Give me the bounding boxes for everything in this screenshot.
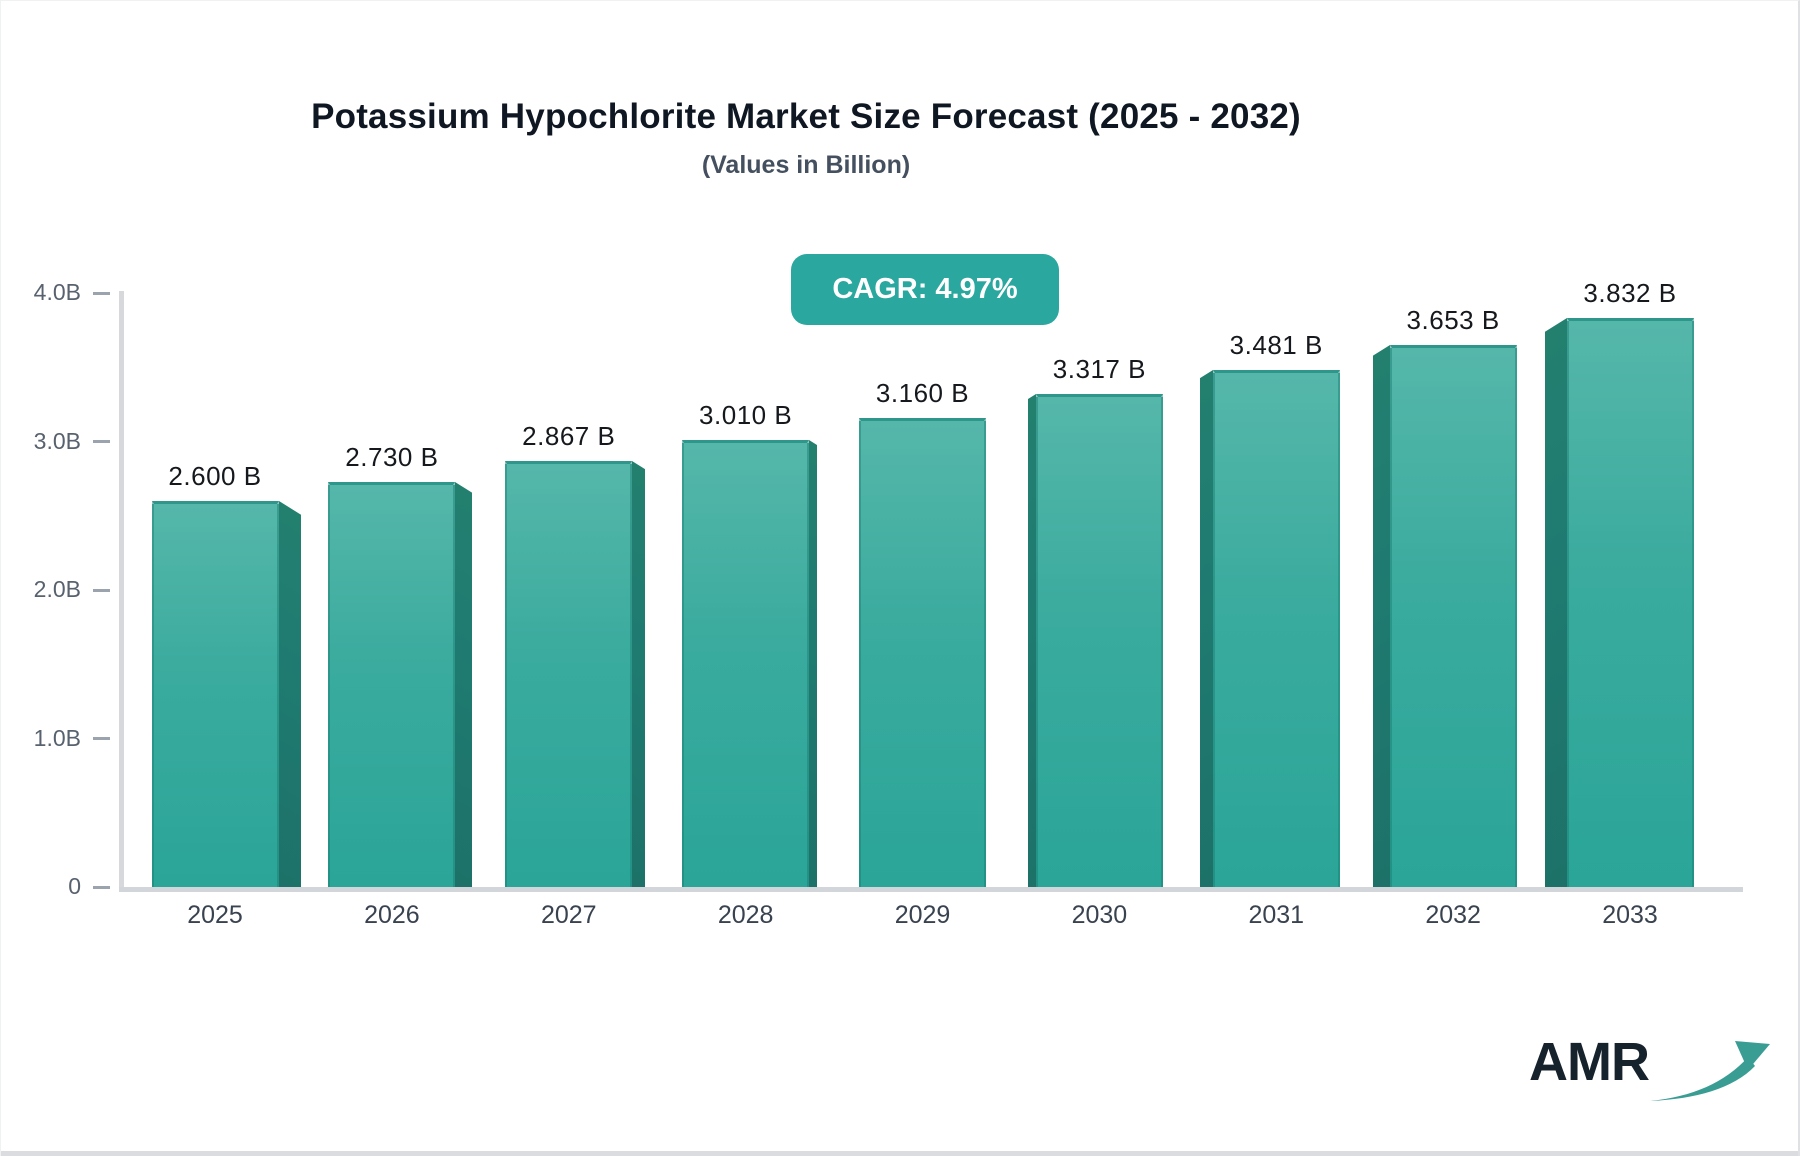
bar-group-2025	[152, 501, 301, 887]
bar-value-label: 2.600 B	[168, 461, 262, 491]
bar-group-2033	[1545, 318, 1694, 887]
y-axis-tick-label: 0	[68, 873, 81, 899]
bar	[505, 461, 632, 887]
x-axis-label: 2030	[1071, 901, 1128, 929]
y-axis-tick-label: 4.0B	[33, 279, 81, 305]
y-axis-tick	[93, 588, 110, 592]
y-axis-tick	[93, 291, 110, 295]
y-axis-tick	[93, 440, 110, 443]
y-axis-tick	[93, 737, 110, 740]
x-axis-label: 2033	[1602, 901, 1658, 929]
bar	[1390, 345, 1517, 887]
x-axis-label: 2029	[894, 901, 951, 929]
bar-group-2027	[505, 461, 645, 887]
bar-value-label: 3.160 B	[875, 378, 970, 408]
bar-value-label: 2.867 B	[522, 421, 616, 451]
bar-value-label: 3.832 B	[1583, 278, 1677, 308]
bar-group-2030	[1028, 394, 1163, 887]
cagr-badge: CAGR: 4.97%	[791, 254, 1059, 325]
bar-3d-side	[279, 501, 301, 887]
bar-3d-side	[455, 482, 472, 887]
bar-3d-side	[1373, 345, 1390, 887]
bar-value-label: 3.317 B	[1052, 354, 1146, 384]
bar	[1567, 318, 1694, 887]
bar-3d-side	[1200, 370, 1213, 887]
amr-logo: AMR	[1529, 1031, 1770, 1121]
bar-group-2029	[859, 418, 986, 887]
bar	[328, 482, 455, 887]
y-axis-tick-label: 3.0B	[33, 427, 81, 454]
bar-3d-side	[1545, 318, 1567, 887]
bar-group-2026	[328, 482, 472, 887]
y-axis-tick-label: 1.0B	[33, 724, 81, 751]
chart-title: Potassium Hypochlorite Market Size Forec…	[311, 97, 1301, 136]
bar-3d-side	[809, 440, 817, 887]
bar-3d-side	[1028, 394, 1036, 887]
y-axis-tick-label: 2.0B	[33, 576, 81, 602]
x-axis-line	[119, 887, 1743, 892]
amr-logo-text: AMR	[1529, 1032, 1650, 1092]
bottom-edge-strip	[1, 1151, 1798, 1156]
x-axis-label: 2025	[187, 901, 243, 929]
bar-group-2028	[682, 440, 817, 887]
bar	[1036, 394, 1163, 887]
bar	[1213, 370, 1340, 887]
bar-value-label: 3.653 B	[1406, 305, 1500, 335]
x-axis-label: 2028	[717, 901, 774, 929]
x-axis-label: 2031	[1248, 901, 1305, 929]
bar	[682, 440, 809, 887]
y-axis-tick	[93, 885, 110, 889]
bar-group-2031	[1200, 370, 1340, 887]
chart-subtitle: (Values in Billion)	[701, 151, 911, 179]
bar-group-2032	[1373, 345, 1517, 887]
bar-value-label: 3.481 B	[1229, 330, 1323, 360]
growth-arrow-icon	[1650, 1041, 1770, 1101]
bar-value-label: 3.010 B	[699, 400, 793, 430]
bar	[152, 501, 279, 887]
x-axis-label: 2026	[364, 901, 420, 929]
x-axis-label: 2032	[1425, 901, 1481, 929]
bar-3d-side	[632, 461, 645, 887]
bar-value-label: 2.730 B	[345, 442, 439, 472]
x-axis-label: 2027	[540, 901, 597, 929]
bar	[859, 418, 986, 887]
y-axis-line	[119, 291, 124, 892]
